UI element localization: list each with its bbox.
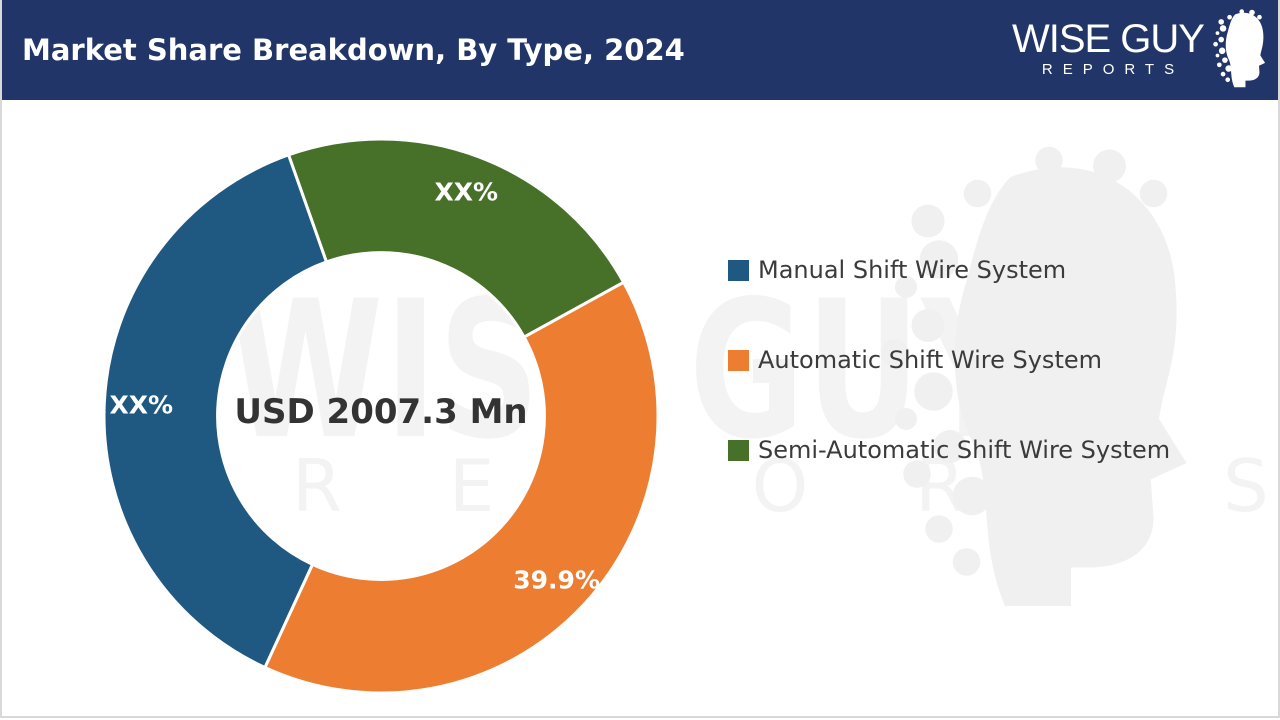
segment-label: XX% bbox=[434, 177, 498, 206]
legend-item-label: Automatic Shift Wire System bbox=[758, 346, 1102, 374]
legend-item: Semi-Automatic Shift Wire System bbox=[728, 436, 1170, 464]
donut-segment bbox=[102, 153, 328, 669]
logo-wordmark: WISE GUY bbox=[1011, 16, 1205, 61]
dotted-head-profile-icon bbox=[1213, 9, 1266, 88]
brand-logo: WISE GUY REPORTS bbox=[1012, 8, 1266, 88]
legend-swatch-semi-automatic bbox=[728, 439, 749, 461]
segment-label: XX% bbox=[109, 391, 173, 420]
logo-reports-label: REPORTS bbox=[1041, 60, 1185, 78]
legend-item: Manual Shift Wire System bbox=[728, 256, 1170, 284]
segment-label: 39.9% bbox=[513, 565, 600, 594]
page-title: Market Share Breakdown, By Type, 2024 bbox=[22, 33, 685, 67]
legend: Manual Shift Wire System Automatic Shift… bbox=[728, 256, 1170, 526]
header-bar: Market Share Breakdown, By Type, 2024 WI… bbox=[0, 0, 1280, 100]
legend-item: Automatic Shift Wire System bbox=[728, 346, 1170, 374]
legend-swatch-automatic bbox=[728, 349, 749, 371]
legend-item-label: Semi-Automatic Shift Wire System bbox=[758, 436, 1171, 464]
legend-swatch-manual bbox=[728, 259, 749, 281]
donut-chart: XX% 39.9% XX% bbox=[102, 137, 660, 695]
donut-segment bbox=[287, 137, 626, 339]
legend-item-label: Manual Shift Wire System bbox=[758, 256, 1067, 284]
donut-segment bbox=[263, 280, 660, 695]
donut-center-label: USD 2007.3 Mn bbox=[234, 392, 528, 432]
